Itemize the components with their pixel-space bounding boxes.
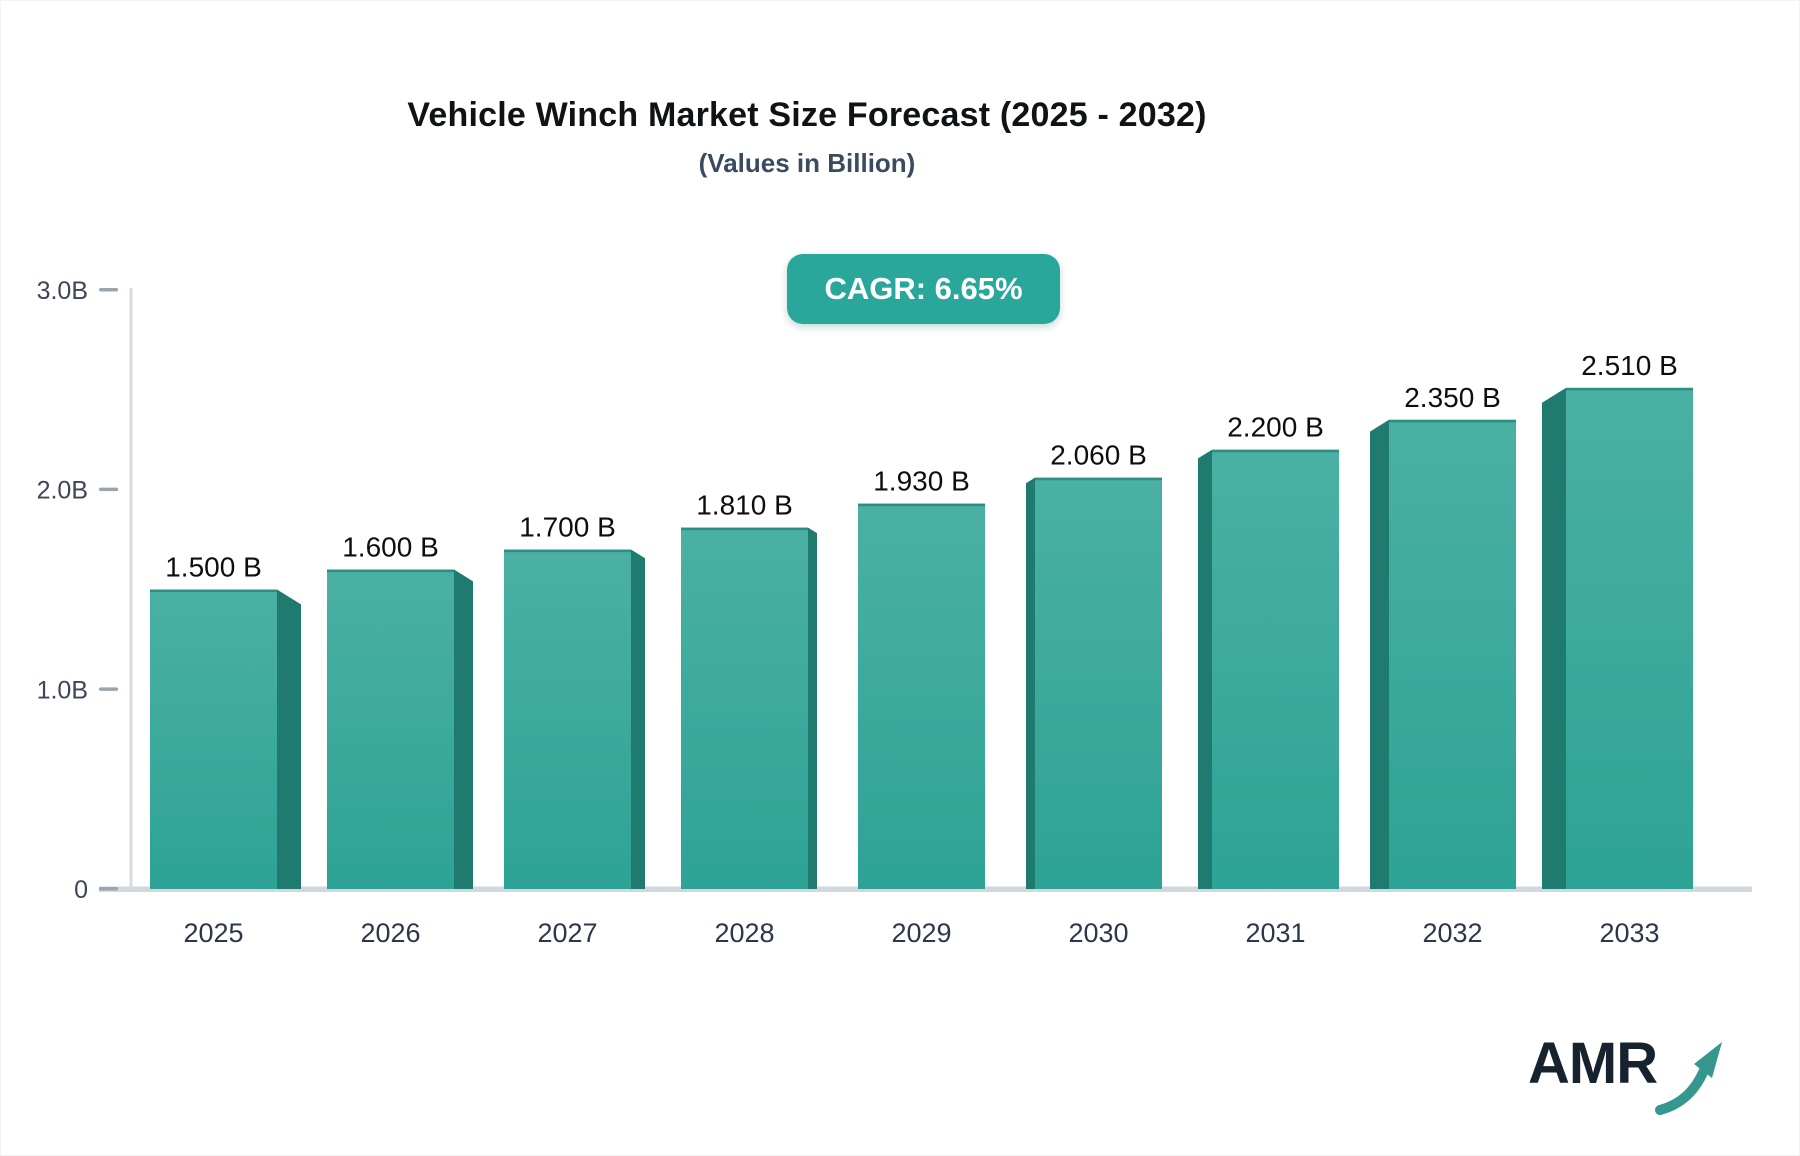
bar-front-face [1035, 477, 1162, 889]
bar-group-2030: 2.060 B 2030 [1026, 440, 1162, 948]
bar-side-face [808, 527, 817, 889]
bar-group-2031: 2.200 B 2031 [1198, 412, 1339, 948]
x-tick-label: 2033 [1599, 918, 1659, 948]
x-tick-label: 2026 [360, 918, 420, 948]
bar-value-label: 2.510 B [1581, 350, 1678, 381]
bar-value-label: 2.200 B [1227, 412, 1324, 443]
bar-top-edge [858, 503, 985, 507]
bar-front-face [504, 549, 631, 889]
y-tick-dash [99, 288, 118, 292]
bar-value-label: 2.060 B [1050, 440, 1147, 471]
y-tick-label: 2.0B [37, 477, 88, 505]
x-tick-label: 2030 [1068, 918, 1128, 948]
chart-title: Vehicle Winch Market Size Forecast (2025… [407, 96, 1207, 134]
bar-group-2029: 1.930 B 2029 [858, 466, 985, 948]
bar-side-face [1198, 449, 1212, 889]
bar-top-edge [1035, 477, 1162, 481]
bar-side-face [631, 549, 645, 889]
y-axis-line [129, 288, 133, 889]
x-tick-label: 2028 [714, 918, 774, 948]
bar-top-edge [1212, 449, 1339, 453]
bar-top-edge [327, 569, 454, 573]
bar-value-label: 1.500 B [165, 552, 262, 583]
bar-group-2028: 1.810 B 2028 [681, 490, 817, 948]
x-tick-label: 2025 [183, 918, 243, 948]
cagr-badge-label: CAGR: 6.65% [824, 271, 1023, 306]
amr-logo: AMR [1528, 1030, 1728, 1120]
y-tick-label: 1.0B [37, 676, 88, 704]
bar-value-label: 1.810 B [696, 490, 793, 521]
bar-front-face [1212, 449, 1339, 889]
bar-top-edge [1389, 419, 1516, 423]
bar-group-2026: 1.600 B 2026 [327, 532, 473, 948]
y-tick-dash [99, 687, 118, 691]
bar-group-2032: 2.350 B 2032 [1370, 382, 1516, 948]
x-axis-baseline [99, 886, 1752, 892]
growth-arrow-icon [1655, 1042, 1722, 1115]
cagr-badge: CAGR: 6.65% [787, 254, 1060, 324]
bar-top-edge [504, 549, 631, 553]
bar-top-edge [681, 527, 808, 531]
bar-side-face [1026, 477, 1035, 889]
bar-front-face [681, 527, 808, 889]
bar-front-face [1566, 387, 1693, 889]
amr-logo-text: AMR [1528, 1031, 1658, 1096]
bar-side-face [1370, 419, 1389, 889]
bar-front-face [327, 569, 454, 889]
bar-front-face [1389, 419, 1516, 889]
x-tick-label: 2032 [1422, 918, 1482, 948]
bar-side-face [277, 589, 301, 889]
x-tick-label: 2029 [891, 918, 951, 948]
bar-side-face [1542, 387, 1566, 889]
bar-value-label: 1.930 B [873, 466, 970, 497]
bar-value-label: 1.600 B [342, 532, 439, 563]
y-tick-label: 3.0B [37, 277, 88, 305]
x-tick-label: 2031 [1245, 918, 1305, 948]
x-tick-label: 2027 [537, 918, 597, 948]
y-tick-dash [99, 487, 118, 492]
bar-side-face [454, 569, 473, 889]
bar-group-2033: 2.510 B 2033 [1542, 350, 1693, 948]
bar-value-label: 1.700 B [519, 512, 616, 543]
bar-value-label: 2.350 B [1404, 382, 1501, 413]
bar-group-2027: 1.700 B 2027 [504, 512, 645, 948]
chart-subtitle: (Values in Billion) [698, 148, 916, 178]
bar-front-face [858, 503, 985, 889]
bar-top-edge [1566, 387, 1693, 391]
y-tick-dash [99, 887, 118, 891]
y-tick-label: 0 [74, 876, 88, 904]
bar-top-edge [150, 589, 277, 593]
bar-front-face [150, 589, 277, 889]
bar-group-2025: 1.500 B 2025 [150, 552, 301, 948]
